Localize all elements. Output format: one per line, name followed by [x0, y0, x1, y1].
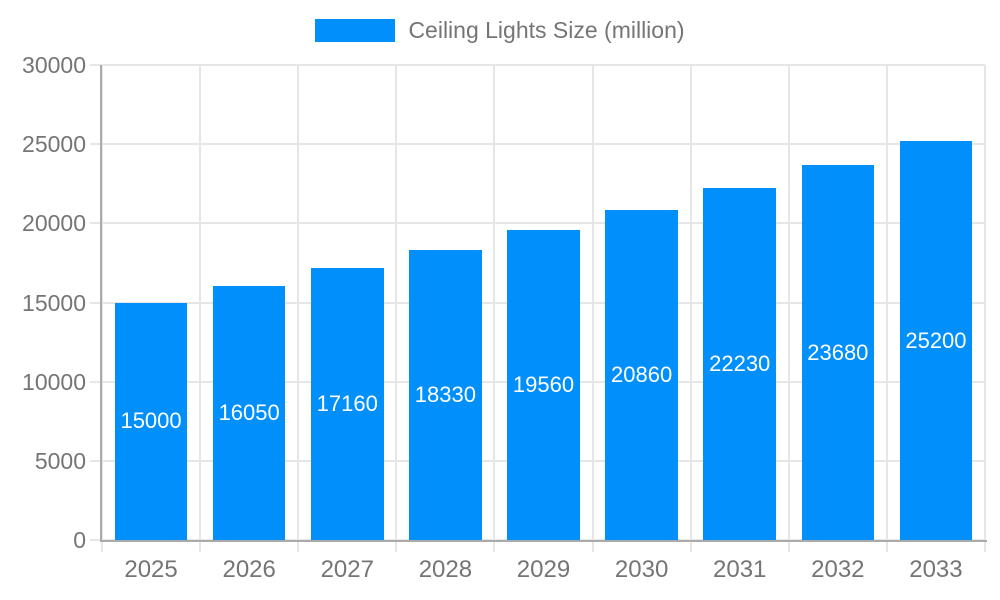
y-axis-tick-label: 25000 — [22, 131, 86, 158]
bar-2033[interactable]: 25200 — [899, 141, 973, 540]
legend-label: Ceiling Lights Size (million) — [408, 17, 685, 43]
x-axis-tick-label: 2027 — [320, 556, 374, 583]
gridline-vertical — [395, 65, 398, 552]
bar-2031[interactable]: 22230 — [703, 188, 776, 540]
bar-value-label: 16050 — [218, 399, 280, 425]
gridline-vertical — [493, 65, 496, 552]
bar-2028[interactable]: 18330 — [409, 249, 482, 540]
bar-value-label: 15000 — [120, 408, 182, 434]
bar-value-label: 25200 — [905, 327, 967, 353]
gridline-horizontal — [90, 222, 985, 225]
bar-2026[interactable]: 16050 — [212, 285, 286, 540]
gridline-vertical — [689, 65, 692, 552]
chart-legend[interactable]: Ceiling Lights Size (million) — [0, 17, 1000, 44]
bar-value-label: 18330 — [414, 381, 476, 407]
bar-2027[interactable]: 17160 — [310, 268, 384, 540]
x-axis-tick-label: 2033 — [909, 556, 963, 583]
bar-value-label: 19560 — [512, 372, 575, 398]
bar-value-label: 23680 — [807, 339, 869, 365]
bar-2025[interactable]: 15000 — [114, 302, 188, 540]
y-axis-tick-label: 15000 — [22, 289, 86, 316]
bar-2032[interactable]: 23680 — [801, 165, 875, 540]
x-axis-tick-label: 2029 — [516, 556, 571, 583]
bar-2029[interactable]: 19560 — [507, 230, 580, 540]
x-axis-tick-label: 2032 — [811, 556, 865, 583]
x-axis-tick-label: 2031 — [713, 556, 767, 583]
plot-area: 15000 16050 17160 18330 19560 20860 22230 23680… — [90, 64, 986, 552]
gridline-vertical — [591, 65, 594, 552]
x-axis-tick-label: 2025 — [124, 556, 178, 583]
legend-swatch — [315, 19, 396, 42]
bar-value-label: 20860 — [611, 361, 673, 387]
gridline-vertical — [787, 65, 790, 552]
y-axis-tick-label: 5000 — [34, 447, 86, 474]
x-axis-tick-label: 2026 — [222, 556, 276, 583]
y-axis-tick-label: 20000 — [22, 210, 86, 237]
y-axis-tick-label: 0 — [73, 527, 86, 553]
bar-value-label: 22230 — [709, 351, 771, 377]
gridline-vertical — [984, 65, 986, 552]
gridline-vertical — [199, 65, 202, 552]
gridline-vertical — [101, 65, 103, 552]
gridline-horizontal — [90, 143, 985, 146]
y-axis-tick-label: 30000 — [22, 52, 86, 78]
x-axis-tick-label: 2030 — [614, 556, 669, 583]
x-axis-tick-label: 2028 — [418, 556, 473, 583]
gridline-vertical — [297, 65, 300, 552]
y-axis-line — [100, 65, 102, 542]
bar-value-label: 17160 — [316, 391, 378, 417]
y-axis-tick-label: 10000 — [22, 368, 86, 395]
bar-2030[interactable]: 20860 — [605, 209, 678, 540]
gridline-vertical — [885, 65, 888, 552]
gridline-horizontal — [90, 64, 985, 66]
x-axis-line — [100, 540, 987, 542]
